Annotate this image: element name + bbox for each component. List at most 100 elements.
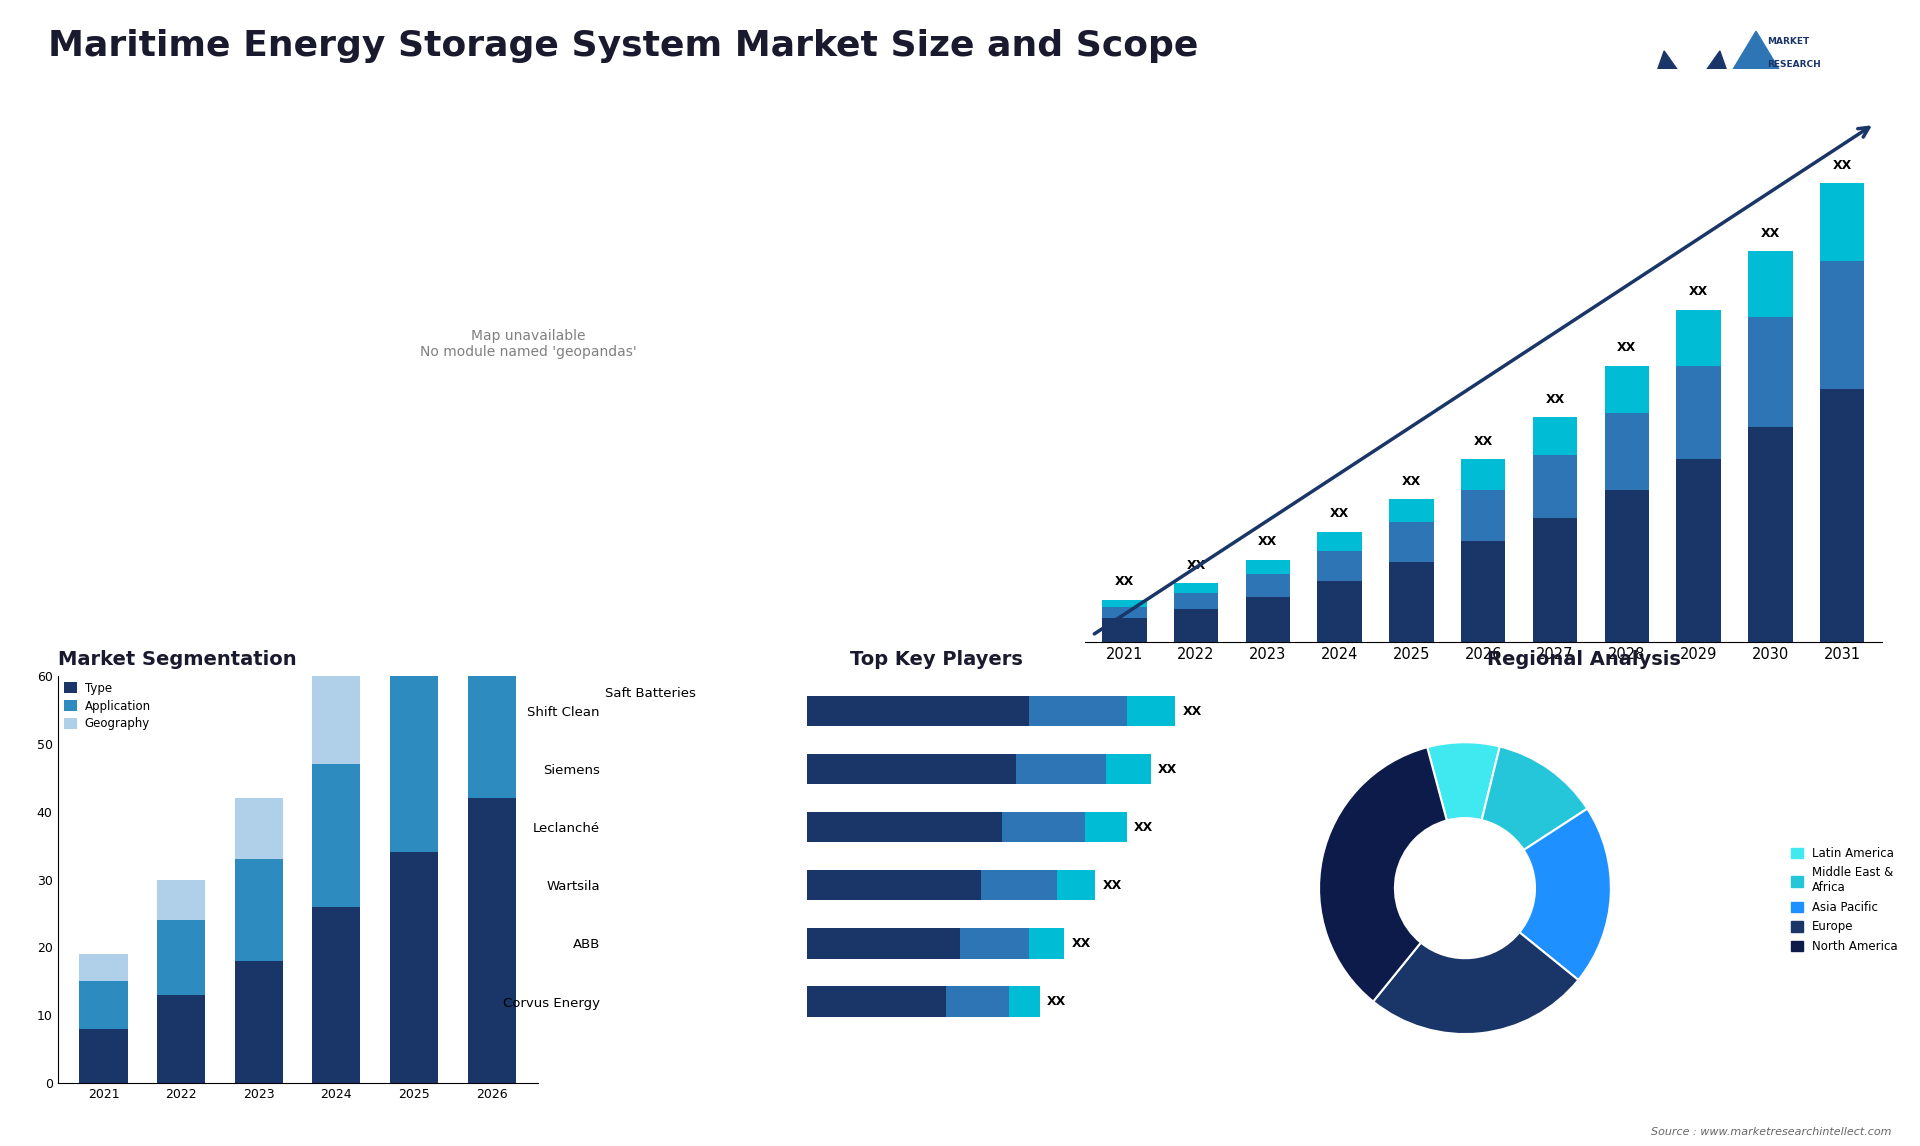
- Bar: [1102, 619, 1146, 642]
- Bar: [1002, 813, 1085, 842]
- Bar: [468, 560, 516, 799]
- Text: XX: XX: [1102, 879, 1121, 892]
- Text: Source : www.marketresearchintellect.com: Source : www.marketresearchintellect.com: [1651, 1127, 1891, 1137]
- Bar: [1676, 309, 1720, 366]
- Bar: [157, 995, 205, 1083]
- Wedge shape: [1482, 746, 1588, 850]
- Bar: [806, 754, 1016, 784]
- Title: Top Key Players: Top Key Players: [849, 650, 1023, 669]
- Bar: [1029, 696, 1127, 727]
- Bar: [1127, 696, 1175, 727]
- Bar: [806, 928, 960, 958]
- Text: XX: XX: [1135, 821, 1154, 834]
- Bar: [806, 870, 981, 901]
- Text: XX: XX: [1690, 285, 1709, 298]
- Bar: [1605, 413, 1649, 489]
- Bar: [1246, 597, 1290, 642]
- Bar: [1016, 754, 1106, 784]
- Text: Market Segmentation: Market Segmentation: [58, 650, 296, 669]
- Bar: [1820, 260, 1864, 390]
- Text: Map unavailable
No module named 'geopandas': Map unavailable No module named 'geopand…: [420, 329, 636, 359]
- Text: XX: XX: [1183, 705, 1202, 717]
- Text: XX: XX: [1617, 342, 1636, 354]
- Bar: [313, 676, 361, 764]
- Bar: [1605, 366, 1649, 413]
- Text: XX: XX: [1258, 535, 1277, 549]
- Bar: [1173, 592, 1219, 609]
- Bar: [1008, 987, 1041, 1017]
- Bar: [1532, 518, 1576, 642]
- Bar: [1029, 928, 1064, 958]
- Bar: [313, 764, 361, 906]
- Text: XX: XX: [1832, 159, 1851, 172]
- Text: MARKET: MARKET: [1766, 38, 1809, 46]
- Bar: [157, 920, 205, 995]
- Text: Saft Batteries: Saft Batteries: [605, 688, 695, 700]
- Bar: [1317, 532, 1361, 550]
- Bar: [1461, 541, 1505, 642]
- Bar: [79, 955, 127, 981]
- Bar: [1605, 489, 1649, 642]
- Bar: [1532, 455, 1576, 518]
- Bar: [79, 981, 127, 1029]
- Bar: [1102, 599, 1146, 606]
- Bar: [1085, 813, 1127, 842]
- Text: XX: XX: [1116, 575, 1135, 588]
- Bar: [234, 860, 282, 960]
- Bar: [390, 853, 438, 1083]
- Bar: [1747, 251, 1793, 316]
- Bar: [234, 960, 282, 1083]
- Text: XX: XX: [1187, 559, 1206, 572]
- Bar: [1058, 870, 1094, 901]
- Bar: [1106, 754, 1150, 784]
- Bar: [960, 928, 1029, 958]
- Text: RESEARCH: RESEARCH: [1766, 60, 1820, 69]
- Bar: [1676, 366, 1720, 460]
- Bar: [1173, 609, 1219, 642]
- Text: XX: XX: [1402, 474, 1421, 488]
- Bar: [1820, 183, 1864, 260]
- Bar: [1246, 560, 1290, 574]
- Legend: Type, Application, Geography: Type, Application, Geography: [63, 682, 152, 730]
- Text: XX: XX: [1546, 393, 1565, 406]
- Bar: [1173, 583, 1219, 592]
- Bar: [1390, 500, 1434, 523]
- Bar: [79, 1029, 127, 1083]
- Bar: [981, 870, 1058, 901]
- Bar: [1747, 426, 1793, 642]
- Polygon shape: [1636, 52, 1747, 131]
- Wedge shape: [1319, 747, 1448, 1002]
- Text: INTELLECT: INTELLECT: [1766, 83, 1820, 92]
- Bar: [468, 411, 516, 560]
- Bar: [1317, 550, 1361, 581]
- Wedge shape: [1373, 932, 1578, 1034]
- Bar: [1102, 606, 1146, 619]
- Wedge shape: [1519, 809, 1611, 980]
- Bar: [1461, 460, 1505, 489]
- Text: XX: XX: [1331, 508, 1350, 520]
- Bar: [1317, 581, 1361, 642]
- Bar: [947, 987, 1008, 1017]
- Bar: [390, 555, 438, 669]
- Text: Maritime Energy Storage System Market Size and Scope: Maritime Energy Storage System Market Si…: [48, 29, 1198, 63]
- Text: XX: XX: [1071, 937, 1091, 950]
- Bar: [313, 906, 361, 1083]
- Title: Regional Analysis: Regional Analysis: [1488, 650, 1680, 669]
- Bar: [390, 669, 438, 853]
- Text: XX: XX: [1046, 995, 1066, 1008]
- Bar: [806, 696, 1029, 727]
- Bar: [1676, 460, 1720, 642]
- Text: XX: XX: [1761, 227, 1780, 240]
- Bar: [1390, 523, 1434, 563]
- Legend: Latin America, Middle East &
Africa, Asia Pacific, Europe, North America: Latin America, Middle East & Africa, Asi…: [1791, 847, 1897, 952]
- Wedge shape: [1427, 743, 1500, 821]
- Polygon shape: [1728, 31, 1784, 78]
- Text: XX: XX: [1158, 762, 1177, 776]
- Bar: [1532, 417, 1576, 455]
- Bar: [157, 880, 205, 920]
- Bar: [1461, 489, 1505, 541]
- Bar: [806, 987, 947, 1017]
- Bar: [806, 813, 1002, 842]
- Bar: [1390, 563, 1434, 642]
- Bar: [468, 799, 516, 1083]
